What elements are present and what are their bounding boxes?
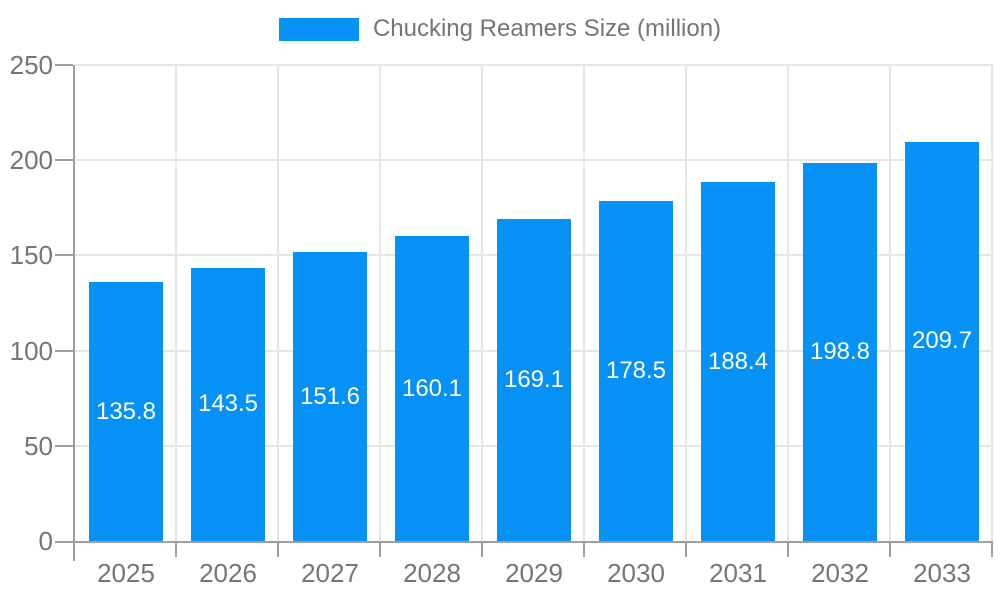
bar-2027[interactable]: 151.6 [293, 252, 367, 541]
bar-value-label-2030: 178.5 [605, 357, 667, 385]
gridline-x-4 [481, 65, 483, 541]
gridline-y-200 [75, 159, 993, 162]
x-axis-label-2031: 2031 [709, 558, 767, 588]
y-tick-150 [55, 254, 73, 257]
plot-area: 135.8 143.5 151.6 160.1 169.1 178.5 188.4 198.8… [55, 64, 993, 561]
x-axis-labels: 2025 2026 2027 2028 2029 2030 2031 2032 2033 [75, 557, 993, 593]
bar-value-label-2026: 143.5 [197, 390, 259, 418]
y-tick-50 [55, 444, 73, 447]
bar-value-label-2031: 188.4 [707, 347, 769, 375]
gridline-x-1 [175, 65, 177, 541]
x-axis-label-2032: 2032 [811, 558, 869, 588]
bar-2031[interactable]: 188.4 [701, 182, 775, 541]
y-axis-label-50: 50 [24, 430, 53, 461]
bar-2026[interactable]: 143.5 [191, 267, 265, 541]
y-axis-label-100: 100 [9, 335, 53, 366]
x-axis-label-2025: 2025 [97, 558, 155, 588]
x-axis-label-2027: 2027 [301, 558, 359, 588]
bar-value-label-2032: 198.8 [809, 337, 871, 365]
gridline-x-6 [685, 65, 687, 541]
gridline-x-9 [991, 65, 993, 541]
bar-2030[interactable]: 178.5 [599, 201, 673, 541]
x-axis-label-2026: 2026 [199, 558, 257, 588]
gridline-x-5 [583, 65, 585, 541]
bar-value-label-2029: 169.1 [503, 366, 565, 394]
bar-value-label-2025: 135.8 [95, 397, 157, 425]
legend-swatch [278, 17, 359, 41]
x-axis-label-2028: 2028 [403, 558, 461, 588]
bar-2028[interactable]: 160.1 [395, 236, 469, 541]
y-axis-label-0: 0 [38, 526, 53, 556]
x-tick-5 [583, 543, 585, 557]
bar-2032[interactable]: 198.8 [803, 162, 877, 541]
x-tick-8 [889, 543, 891, 557]
y-axis-label-200: 200 [9, 145, 53, 176]
gridline-x-3 [379, 65, 381, 541]
bar-value-label-2028: 160.1 [401, 374, 463, 402]
bar-2025[interactable]: 135.8 [89, 282, 163, 541]
y-axis-label-250: 250 [9, 50, 53, 80]
x-axis-label-2029: 2029 [505, 558, 563, 588]
y-tick-100 [55, 349, 73, 352]
x-tick-1 [175, 543, 177, 557]
bar-2029[interactable]: 169.1 [497, 219, 571, 541]
bar-value-label-2027: 151.6 [299, 382, 361, 410]
gridline-x-8 [889, 65, 891, 541]
y-tick-250 [55, 64, 73, 66]
y-axis-labels: 0 50 100 150 200 250 [0, 50, 53, 556]
bar-value-label-2033: 209.7 [911, 327, 973, 355]
x-tick-3 [379, 543, 381, 557]
x-tick-0 [73, 543, 75, 561]
x-tick-4 [481, 543, 483, 557]
legend[interactable]: Chucking Reamers Size (million) [0, 14, 1000, 44]
y-tick-200 [55, 159, 73, 162]
x-axis-label-2033: 2033 [913, 558, 971, 588]
gridline-x-2 [277, 65, 279, 541]
legend-label: Chucking Reamers Size (million) [372, 15, 722, 42]
y-axis-label-150: 150 [9, 240, 53, 271]
y-tick-0 [55, 541, 73, 543]
bar-2033[interactable]: 209.7 [905, 141, 979, 541]
x-tick-2 [277, 543, 279, 557]
x-tick-6 [685, 543, 687, 557]
gridline-y-250 [75, 64, 993, 66]
x-axis-label-2030: 2030 [607, 558, 665, 588]
x-tick-9 [991, 543, 993, 557]
x-tick-7 [787, 543, 789, 557]
gridline-x-7 [787, 65, 789, 541]
